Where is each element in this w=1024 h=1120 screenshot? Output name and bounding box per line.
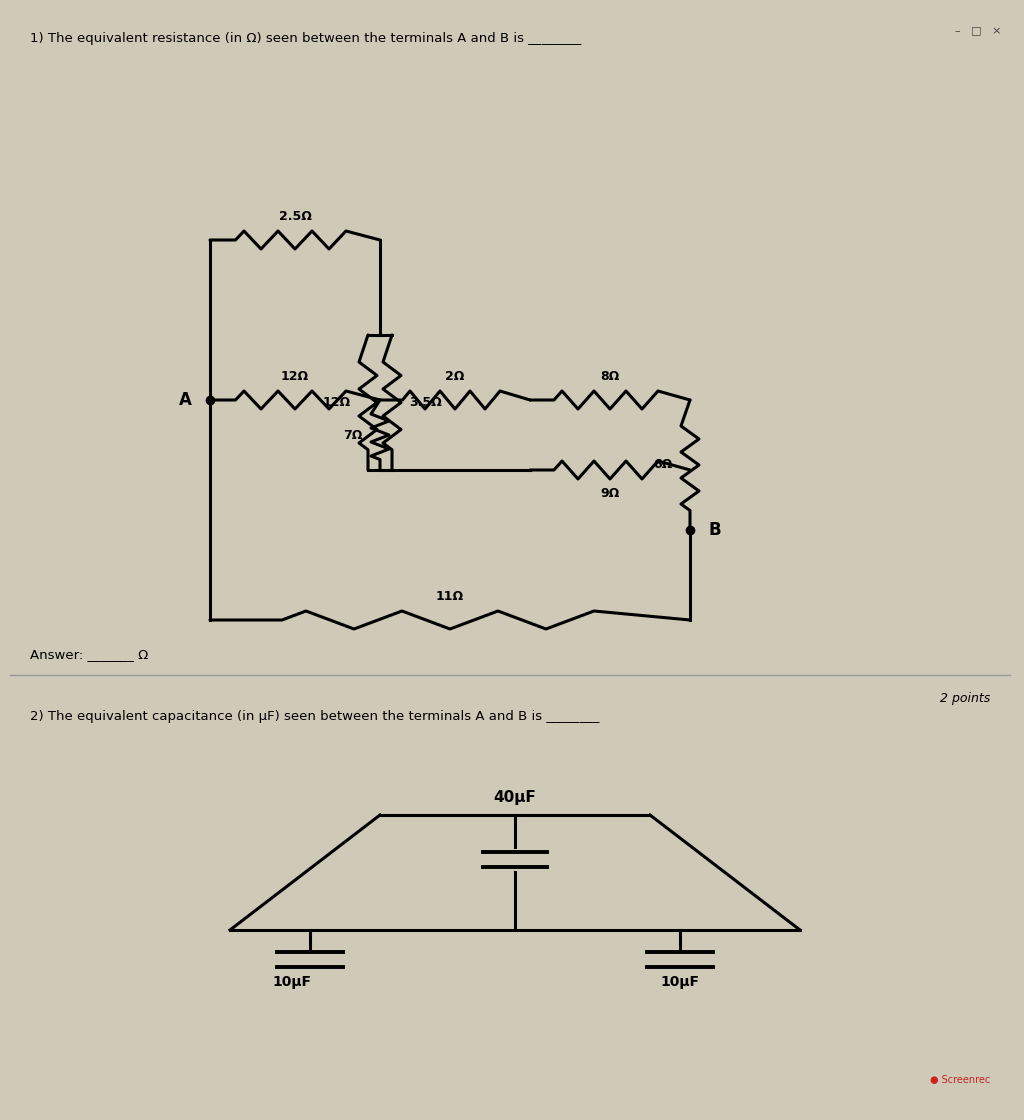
Text: 6Ω: 6Ω: [653, 458, 673, 472]
Text: 3.5Ω: 3.5Ω: [409, 396, 441, 409]
Text: ● Screenrec: ● Screenrec: [930, 1075, 990, 1085]
Text: B: B: [708, 521, 721, 539]
Text: –   □   ×: – □ ×: [955, 25, 1001, 35]
Text: 2.5Ω: 2.5Ω: [279, 211, 311, 223]
Text: 1) The equivalent resistance (in Ω) seen between the terminals A and B is ______: 1) The equivalent resistance (in Ω) seen…: [30, 32, 582, 45]
Text: 10μF: 10μF: [660, 976, 699, 989]
Text: 10μF: 10μF: [272, 976, 311, 989]
Text: A: A: [179, 391, 193, 409]
Text: 12Ω: 12Ω: [323, 396, 351, 409]
Text: 40μF: 40μF: [494, 790, 537, 805]
Text: 2Ω: 2Ω: [445, 370, 465, 383]
Text: Answer: _______ Ω: Answer: _______ Ω: [30, 648, 148, 661]
Text: 9Ω: 9Ω: [600, 487, 620, 500]
Text: 8Ω: 8Ω: [600, 370, 620, 383]
Text: 7Ω: 7Ω: [344, 429, 362, 441]
Text: 11Ω: 11Ω: [436, 590, 464, 603]
Text: 12Ω: 12Ω: [281, 370, 309, 383]
Text: 2 points: 2 points: [940, 692, 990, 704]
Text: 2) The equivalent capacitance (in μF) seen between the terminals A and B is ____: 2) The equivalent capacitance (in μF) se…: [30, 710, 599, 724]
